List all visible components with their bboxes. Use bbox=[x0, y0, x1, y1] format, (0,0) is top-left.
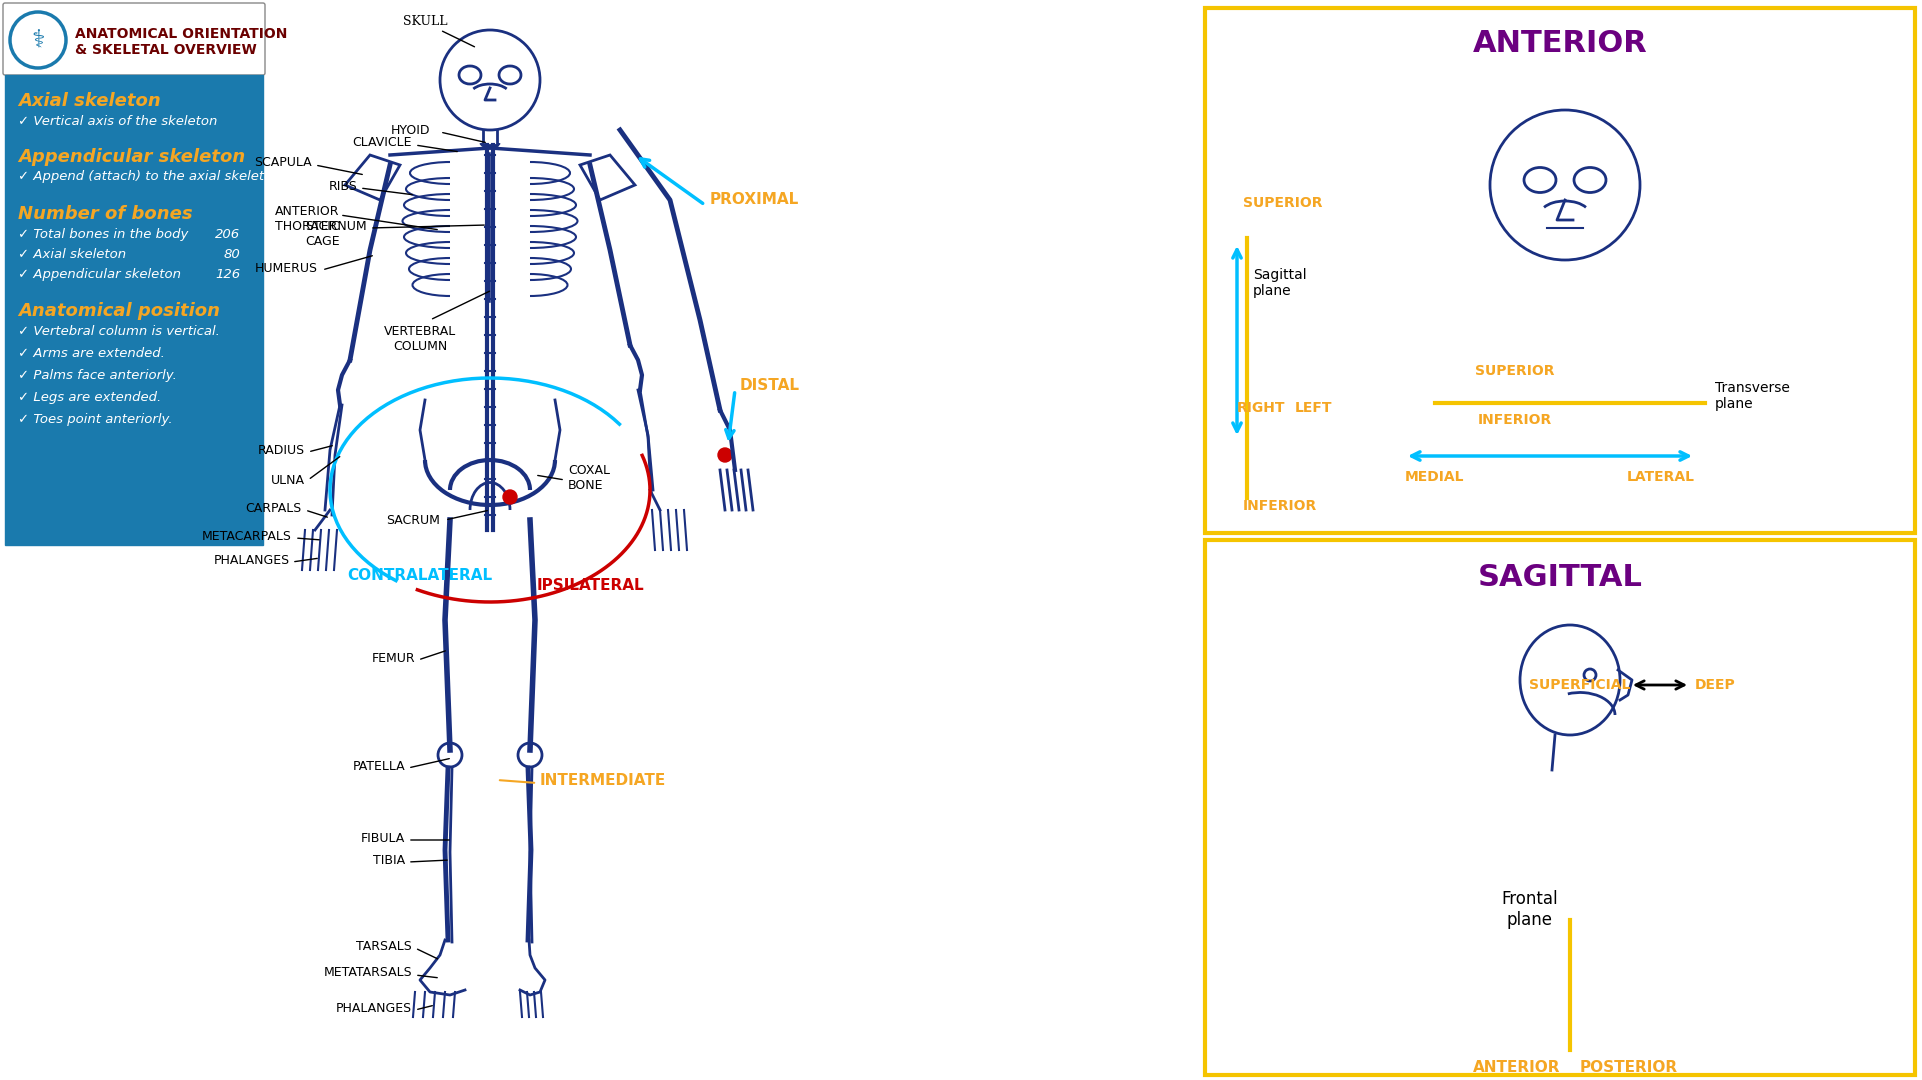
Text: ANATOMICAL ORIENTATION: ANATOMICAL ORIENTATION bbox=[75, 27, 288, 41]
Text: 80: 80 bbox=[223, 248, 240, 261]
Text: ⚕: ⚕ bbox=[31, 28, 44, 52]
Text: DISTAL: DISTAL bbox=[740, 378, 800, 392]
Text: RIGHT: RIGHT bbox=[1236, 401, 1286, 415]
Text: HUMERUS: HUMERUS bbox=[256, 261, 317, 274]
Text: & SKELETAL OVERVIEW: & SKELETAL OVERVIEW bbox=[75, 43, 258, 57]
Circle shape bbox=[504, 490, 517, 504]
Text: LEFT: LEFT bbox=[1295, 401, 1332, 415]
Text: SUPERIOR: SUPERIOR bbox=[1244, 195, 1322, 210]
Text: FIBULA: FIBULA bbox=[361, 832, 406, 845]
Text: SUPERIOR: SUPERIOR bbox=[1476, 364, 1555, 378]
Text: MEDIAL: MEDIAL bbox=[1405, 470, 1465, 484]
Text: DEEP: DEEP bbox=[1695, 678, 1736, 692]
Text: RIBS: RIBS bbox=[329, 179, 357, 192]
Text: IPSILATERAL: IPSILATERAL bbox=[536, 578, 644, 593]
Text: ✓ Appendicular skeleton: ✓ Appendicular skeleton bbox=[17, 268, 181, 281]
FancyBboxPatch shape bbox=[4, 3, 265, 75]
Text: LATERAL: LATERAL bbox=[1628, 470, 1695, 484]
Text: TARSALS: TARSALS bbox=[356, 940, 411, 953]
Text: INFERIOR: INFERIOR bbox=[1478, 413, 1553, 427]
Text: Anatomical position: Anatomical position bbox=[17, 302, 219, 320]
Circle shape bbox=[719, 448, 732, 462]
Text: CONTRALATERAL: CONTRALATERAL bbox=[348, 568, 492, 583]
Text: CLAVICLE: CLAVICLE bbox=[352, 136, 411, 149]
Text: COXAL
BONE: COXAL BONE bbox=[569, 464, 609, 492]
Text: ✓ Axial skeleton: ✓ Axial skeleton bbox=[17, 248, 127, 261]
Text: TIBIA: TIBIA bbox=[373, 853, 406, 866]
Text: PHALANGES: PHALANGES bbox=[213, 553, 290, 567]
Text: 126: 126 bbox=[215, 268, 240, 281]
Text: ANTERIOR
THORACIC
CAGE: ANTERIOR THORACIC CAGE bbox=[275, 205, 340, 248]
Text: INTERMEDIATE: INTERMEDIATE bbox=[540, 773, 667, 788]
Text: SAGITTAL: SAGITTAL bbox=[1478, 564, 1643, 593]
Text: CARPALS: CARPALS bbox=[246, 501, 302, 514]
Text: VERTEBRAL
COLUMN: VERTEBRAL COLUMN bbox=[384, 325, 456, 353]
Text: ANTERIOR: ANTERIOR bbox=[1472, 28, 1647, 57]
Text: ✓ Vertebral column is vertical.: ✓ Vertebral column is vertical. bbox=[17, 325, 219, 338]
Text: POSTERIOR: POSTERIOR bbox=[1580, 1059, 1678, 1075]
Text: Transverse
plane: Transverse plane bbox=[1714, 381, 1789, 411]
Text: SCAPULA: SCAPULA bbox=[254, 157, 311, 170]
Text: Appendicular skeleton: Appendicular skeleton bbox=[17, 148, 246, 166]
Text: ✓ Total bones in the body: ✓ Total bones in the body bbox=[17, 228, 188, 241]
Text: PATELLA: PATELLA bbox=[352, 759, 406, 772]
Text: ✓ Palms face anteriorly.: ✓ Palms face anteriorly. bbox=[17, 369, 177, 382]
Text: ANTERIOR: ANTERIOR bbox=[1472, 1059, 1561, 1075]
Text: SACRUM: SACRUM bbox=[386, 513, 440, 526]
Text: 206: 206 bbox=[215, 228, 240, 241]
Text: ✓ Legs are extended.: ✓ Legs are extended. bbox=[17, 391, 161, 404]
Text: Number of bones: Number of bones bbox=[17, 205, 192, 222]
Text: SUPERFICIAL: SUPERFICIAL bbox=[1528, 678, 1630, 692]
Text: ULNA: ULNA bbox=[271, 473, 306, 486]
FancyBboxPatch shape bbox=[1205, 540, 1914, 1075]
Text: STERNUM: STERNUM bbox=[306, 219, 367, 232]
Text: Frontal
plane: Frontal plane bbox=[1501, 890, 1559, 929]
FancyBboxPatch shape bbox=[6, 75, 263, 545]
Text: RADIUS: RADIUS bbox=[258, 444, 306, 457]
Text: ✓ Arms are extended.: ✓ Arms are extended. bbox=[17, 347, 165, 360]
Text: PHALANGES: PHALANGES bbox=[336, 1001, 411, 1014]
Text: METACARPALS: METACARPALS bbox=[202, 529, 292, 542]
Text: ✓ Toes point anteriorly.: ✓ Toes point anteriorly. bbox=[17, 413, 173, 426]
Text: Axial skeleton: Axial skeleton bbox=[17, 92, 161, 110]
Text: PROXIMAL: PROXIMAL bbox=[709, 192, 800, 207]
Text: ✓ Vertical axis of the skeleton: ✓ Vertical axis of the skeleton bbox=[17, 114, 217, 129]
Text: SKULL: SKULL bbox=[404, 15, 448, 28]
Text: ✓ Append (attach) to the axial skeleton: ✓ Append (attach) to the axial skeleton bbox=[17, 170, 281, 183]
Circle shape bbox=[10, 12, 65, 68]
Text: Sagittal
plane: Sagittal plane bbox=[1253, 268, 1307, 298]
Text: METATARSALS: METATARSALS bbox=[323, 967, 411, 980]
Text: HYOID: HYOID bbox=[390, 123, 431, 136]
Text: FEMUR: FEMUR bbox=[371, 651, 415, 664]
FancyBboxPatch shape bbox=[1205, 8, 1914, 534]
Text: INFERIOR: INFERIOR bbox=[1244, 499, 1317, 513]
